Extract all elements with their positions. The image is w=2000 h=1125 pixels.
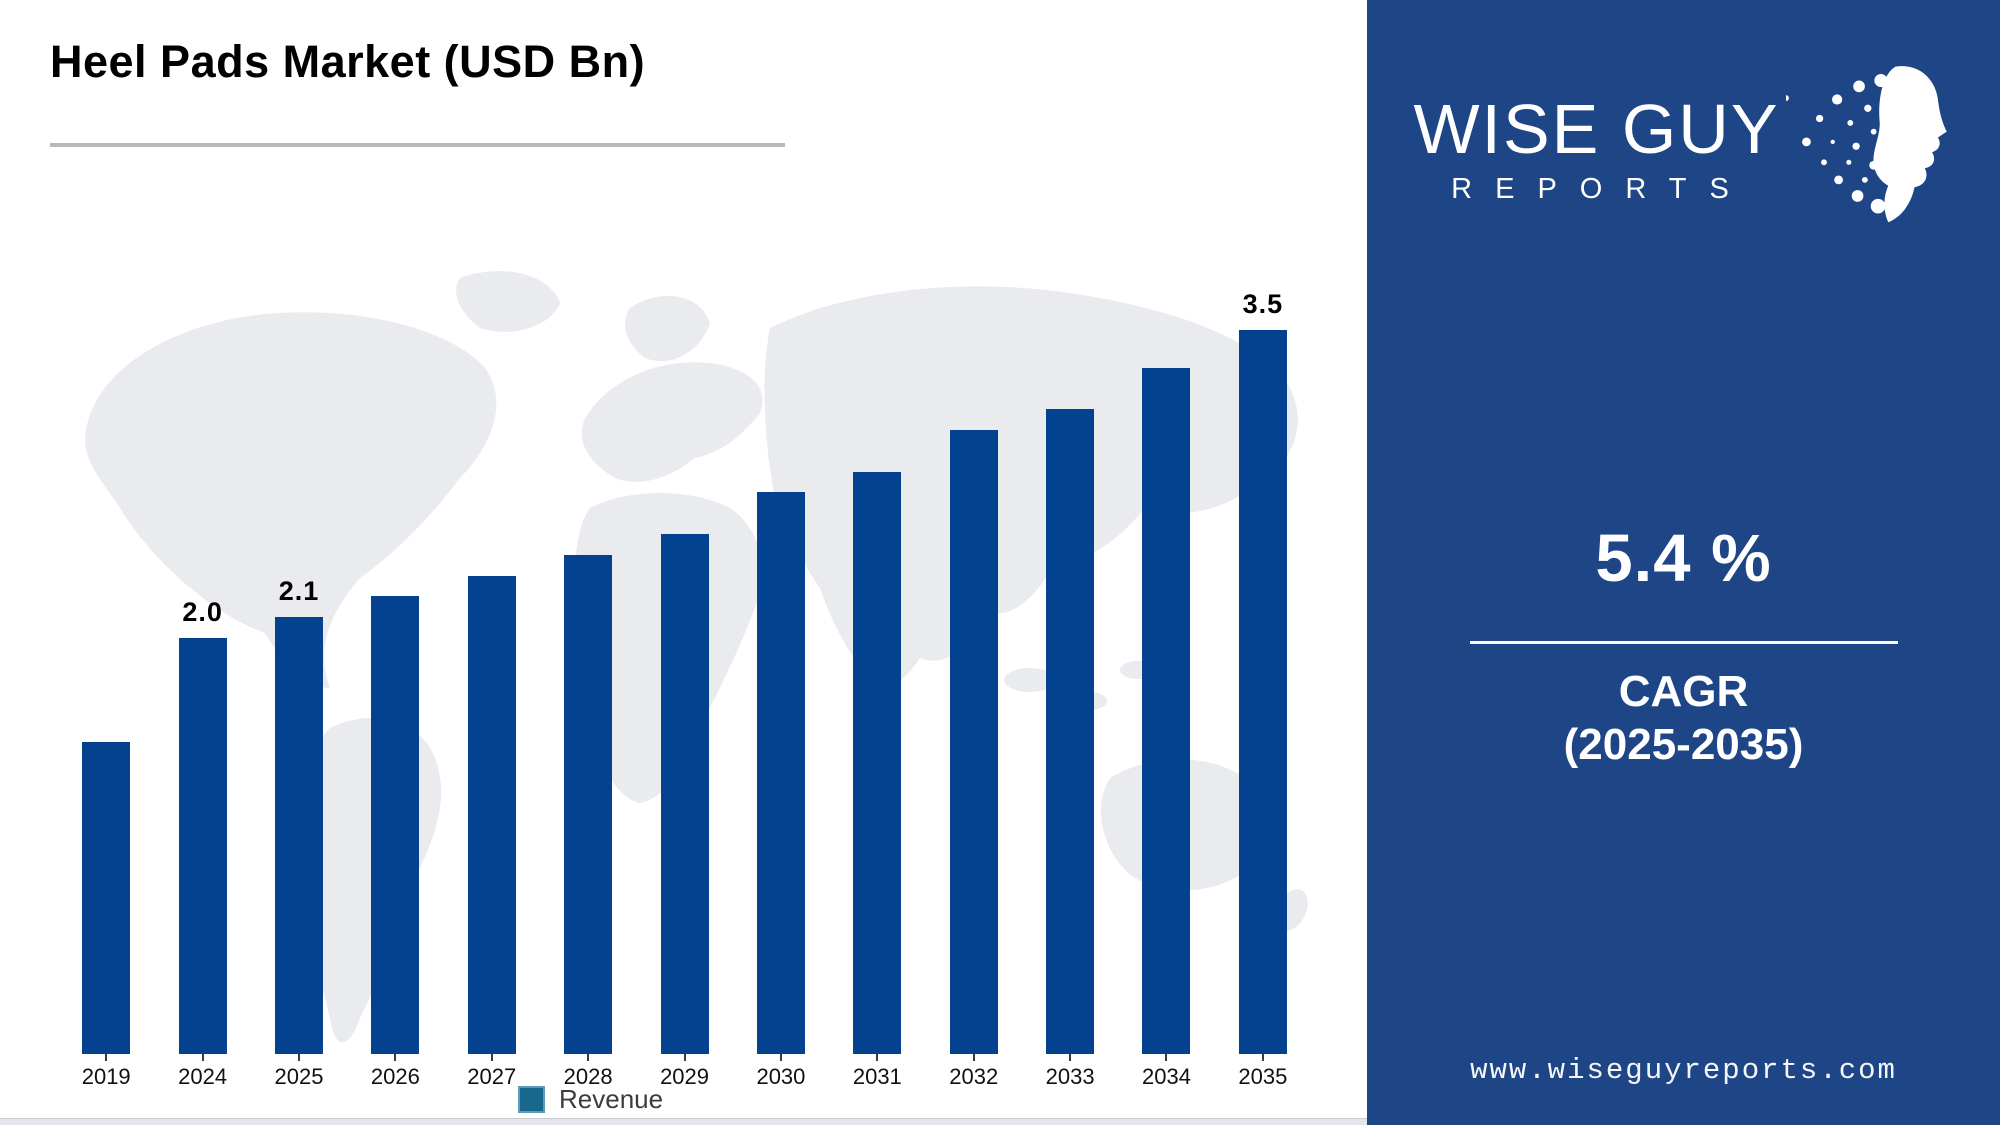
axis-label-2026: 2026 [370, 1064, 420, 1089]
title-underline [50, 143, 785, 147]
legend: Revenue [518, 1084, 663, 1115]
axis-tick [779, 1054, 782, 1061]
bar-2027 [467, 576, 516, 1054]
bar-2029 [660, 534, 709, 1054]
bar-slot-2029: 2029 [636, 289, 732, 1089]
wiseguy-logo: WISE GUY REPORTS [1367, 52, 2000, 242]
cagr-label: CAGR (2025-2035) [1367, 666, 2000, 772]
axis-tick [587, 1054, 590, 1061]
axis-tick [490, 1054, 493, 1061]
bottom-strip [0, 1118, 1367, 1125]
cagr-label-line2: (2025-2035) [1563, 719, 1804, 769]
bar-2028 [564, 555, 613, 1054]
axis-label-2027: 2027 [467, 1064, 517, 1089]
bar-2032 [949, 430, 998, 1054]
legend-label: Revenue [559, 1084, 664, 1114]
axis-label-2035: 2035 [1238, 1064, 1288, 1089]
axis-label-2029: 2029 [660, 1064, 710, 1089]
wiseguy-head-icon [1785, 66, 1947, 223]
axis-tick [876, 1054, 879, 1061]
bar-slot-2019: 2019 [58, 289, 154, 1089]
bar-2035 [1238, 330, 1287, 1055]
axis-tick [394, 1054, 397, 1061]
bar-slot-2035: 3.5 2035 [1215, 289, 1311, 1089]
bar-slot-2028: 2028 [540, 289, 636, 1089]
brand-panel: WISE GUY REPORTS [1367, 0, 2000, 1125]
value-label-2024: 2.0 [182, 597, 223, 627]
axis-label-2031: 2031 [852, 1064, 902, 1089]
value-label-2025: 2.1 [278, 576, 320, 606]
bar-2033 [1046, 409, 1095, 1054]
logo-title: WISE GUY [1413, 89, 1780, 168]
axis-tick [297, 1054, 300, 1061]
logo-wordmark: WISE GUY REPORTS [1413, 89, 1779, 206]
bar-2030 [756, 492, 805, 1054]
page-title: Heel Pads Market (USD Bn) [50, 36, 646, 87]
axis-tick [972, 1054, 975, 1061]
bar-2031 [853, 472, 902, 1054]
axis-tick [1069, 1054, 1072, 1061]
bar-slot-2031: 2031 [829, 289, 925, 1089]
axis-label-2024: 2024 [178, 1064, 228, 1089]
axis-tick [105, 1054, 108, 1061]
axis-label-2025: 2025 [274, 1064, 324, 1089]
bar-slot-2025: 2.1 2025 [251, 289, 347, 1089]
axis-label-2019: 2019 [81, 1064, 131, 1089]
axis-label-2033: 2033 [1045, 1064, 1095, 1089]
axis-label-2030: 2030 [756, 1064, 806, 1089]
bar-2019 [82, 742, 131, 1054]
cagr-divider [1469, 641, 1898, 644]
bar-slot-2030: 2030 [733, 289, 829, 1089]
bar-chart: 2019 2.0 2024 2.1 2025 2026 2027 2028 2029 2030 20… [58, 289, 1311, 1089]
website-url[interactable]: www.wiseguyreports.com [1470, 1054, 1897, 1087]
bar-2026 [371, 596, 420, 1054]
bar-slot-2033: 2033 [1022, 289, 1118, 1089]
legend-swatch-icon [518, 1086, 545, 1113]
bar-slot-2027: 2027 [444, 289, 540, 1089]
bar-2034 [1142, 368, 1191, 1054]
cagr-value: 5.4 % [1595, 521, 1772, 596]
cagr-label-line1: CAGR [1618, 667, 1749, 716]
bar-slot-2024: 2.0 2024 [154, 289, 250, 1089]
logo-subtitle: REPORTS [1451, 172, 1752, 205]
axis-label-2032: 2032 [949, 1064, 999, 1089]
bar-slot-2032: 2032 [926, 289, 1022, 1089]
axis-tick [201, 1054, 204, 1061]
bar-2025 [274, 617, 323, 1054]
axis-tick [683, 1054, 686, 1061]
axis-tick [1261, 1054, 1264, 1061]
axis-tick [1165, 1054, 1168, 1061]
value-label-2035: 3.5 [1242, 289, 1284, 319]
bar-2024 [178, 638, 227, 1054]
bar-slot-2034: 2034 [1118, 289, 1214, 1089]
axis-label-2028: 2028 [563, 1064, 613, 1089]
bar-slot-2026: 2026 [347, 289, 443, 1089]
axis-label-2034: 2034 [1142, 1064, 1191, 1089]
